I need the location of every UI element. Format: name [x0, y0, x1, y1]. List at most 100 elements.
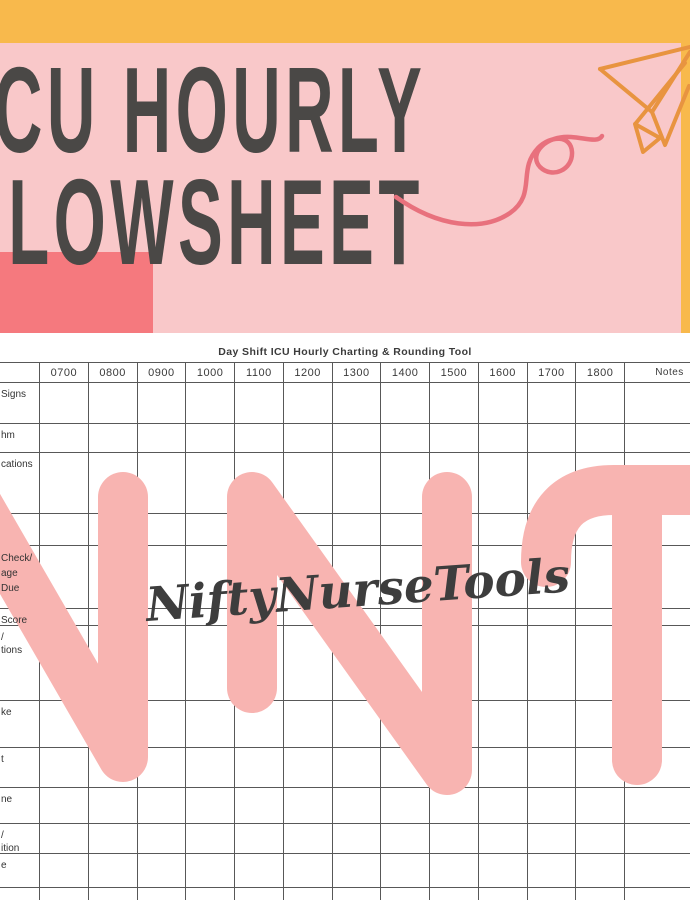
time-cell [186, 514, 235, 546]
time-cell [527, 453, 577, 514]
time-cell [576, 609, 625, 626]
row-label-line: age [1, 568, 18, 579]
time-cell [40, 424, 89, 453]
time-cell [186, 626, 235, 701]
time-cell [478, 609, 528, 626]
time-cell [235, 788, 284, 824]
time-cell [478, 514, 528, 546]
row-label-cell: / tions [0, 626, 40, 701]
time-cell [478, 854, 528, 888]
row-label-line: hm [1, 430, 15, 441]
row-label-line: tions [1, 645, 23, 656]
time-cell [40, 824, 89, 854]
time-cell [88, 788, 138, 824]
time-column-header: 1600 [478, 363, 528, 383]
time-cell [235, 854, 284, 888]
time-cell [332, 788, 382, 824]
banner-title: CU HOURLY LOWSHEET [0, 49, 426, 283]
time-cell [283, 514, 333, 546]
notes-cell [625, 748, 690, 788]
time-cell [235, 888, 284, 900]
row-label-cell: ne [0, 788, 40, 824]
time-cell [235, 514, 284, 546]
time-cell [528, 888, 577, 900]
banner-title-line1: CU HOURLY [0, 42, 427, 178]
time-column-header: 1700 [527, 363, 577, 383]
time-cell [478, 788, 528, 824]
row-label-cell: Check/age Due [0, 546, 40, 609]
time-cell [478, 626, 528, 701]
time-cell [527, 788, 577, 824]
time-column-header: 1800 [576, 363, 625, 383]
time-column-header: 0800 [88, 363, 138, 383]
time-column-header: 0900 [137, 363, 187, 383]
time-cell [332, 383, 382, 424]
right-yellow-strip [681, 0, 690, 333]
time-cell [576, 424, 625, 453]
time-cell [430, 748, 479, 788]
time-cell [283, 424, 333, 453]
time-cell [88, 824, 138, 854]
row-label-cell: t [0, 748, 40, 788]
notes-cell [625, 701, 690, 748]
time-cell [576, 701, 625, 748]
time-cell [186, 854, 235, 888]
notes-cell [625, 453, 690, 514]
time-cell [40, 383, 89, 424]
time-column-header: 1500 [430, 363, 479, 383]
row-label-cell: Signs [0, 383, 40, 424]
time-cell [478, 383, 528, 424]
time-cell [235, 824, 284, 854]
time-cell [381, 888, 430, 900]
time-cell [381, 383, 430, 424]
time-cell [40, 546, 89, 609]
time-cell [332, 701, 382, 748]
time-cell [478, 748, 528, 788]
row-label-line: ne [1, 794, 13, 805]
time-cell [478, 424, 528, 453]
time-cell [88, 854, 138, 888]
label-column-header [0, 363, 40, 383]
time-cell [284, 888, 333, 900]
time-cell [235, 424, 284, 453]
time-column-header: 0700 [40, 363, 89, 383]
time-cell [430, 888, 479, 900]
time-cell [186, 788, 235, 824]
time-cell [381, 514, 430, 546]
time-column-header: 1100 [235, 363, 284, 383]
time-cell [40, 854, 89, 888]
time-cell [478, 453, 528, 514]
time-cell [527, 609, 577, 626]
time-cell [235, 453, 284, 514]
time-cell [88, 609, 138, 626]
time-cell [576, 626, 625, 701]
time-cell [576, 748, 625, 788]
time-cell [88, 546, 138, 609]
time-cell [137, 824, 187, 854]
time-cell [235, 701, 284, 748]
row-label-cell [0, 888, 40, 900]
time-cell [88, 748, 138, 788]
time-cell [40, 453, 89, 514]
row-label-cell: hm [0, 424, 40, 453]
time-cell [283, 383, 333, 424]
time-column-header: 1000 [186, 363, 235, 383]
notes-column-header: Notes [625, 363, 690, 383]
time-cell [430, 854, 479, 888]
time-cell [576, 546, 625, 609]
time-cell [283, 626, 333, 701]
time-cell [576, 788, 625, 824]
time-cell [88, 626, 138, 701]
time-cell [186, 888, 235, 900]
time-cell [40, 701, 89, 748]
notes-cell [625, 888, 690, 900]
time-cell [381, 626, 430, 701]
notes-cell [625, 546, 690, 609]
time-cell [527, 824, 577, 854]
row-label-cell: e [0, 854, 40, 888]
time-cell [527, 748, 577, 788]
time-cell [332, 424, 382, 453]
time-column-header: 1400 [381, 363, 430, 383]
time-cell [478, 824, 528, 854]
notes-cell [625, 626, 690, 701]
